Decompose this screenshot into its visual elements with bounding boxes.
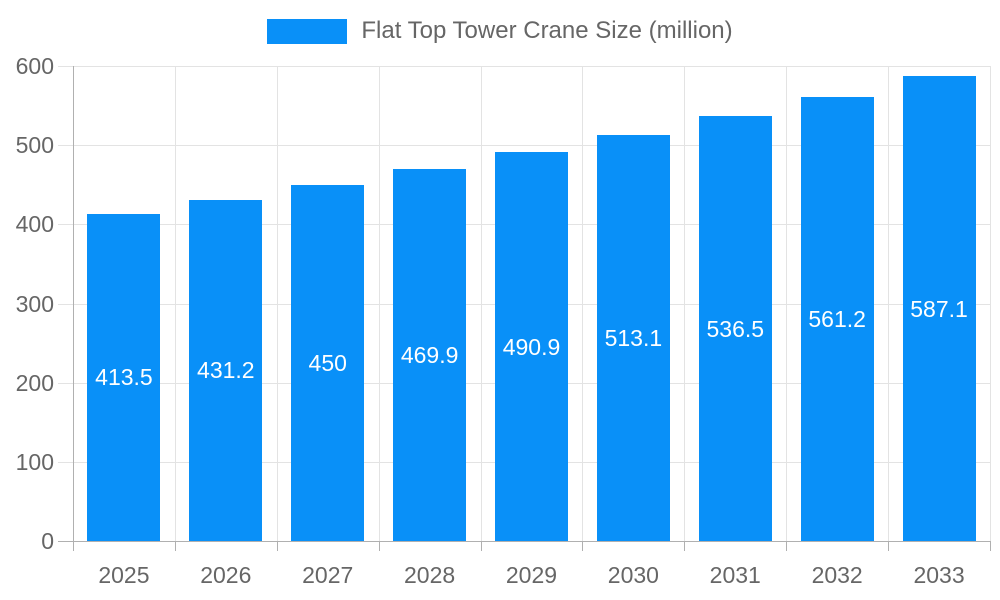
gridline-vertical [684, 66, 686, 541]
x-axis-tick [378, 541, 380, 551]
legend-label: Flat Top Tower Crane Size (million) [361, 17, 733, 44]
x-axis-tick [276, 541, 278, 551]
gridline-vertical [786, 66, 788, 541]
x-axis-line [58, 541, 990, 542]
x-axis-tick [684, 541, 686, 551]
gridline-vertical [888, 66, 890, 541]
x-axis-tick [786, 541, 788, 551]
x-axis-tick-label: 2030 [607, 562, 659, 588]
bar[interactable] [393, 168, 467, 541]
x-axis-tick-label: 2027 [302, 562, 354, 588]
x-axis-tick [888, 541, 890, 551]
legend-item[interactable]: Flat Top Tower Crane Size (million) [0, 17, 1000, 45]
gridline-vertical [480, 66, 482, 541]
x-axis-tick-label: 2029 [505, 562, 558, 588]
bar[interactable] [800, 96, 874, 541]
gridline-horizontal [58, 145, 990, 147]
gridline-vertical [174, 66, 176, 541]
gridline-vertical [378, 66, 380, 541]
y-axis-tick-label: 600 [15, 53, 54, 79]
x-axis-tick [480, 541, 482, 551]
gridline-horizontal [58, 66, 990, 67]
bar[interactable] [87, 213, 161, 541]
x-axis-tick-label: 2028 [404, 562, 456, 588]
x-axis-tick [582, 541, 584, 551]
bar[interactable] [902, 76, 976, 541]
bar[interactable] [495, 152, 568, 541]
x-axis-tick [990, 541, 991, 551]
x-axis-tick-label: 2026 [200, 562, 252, 588]
bar[interactable] [698, 116, 772, 541]
x-axis-tick [174, 541, 176, 551]
bar[interactable] [291, 184, 365, 541]
gridline-vertical [276, 66, 278, 541]
y-axis-tick-label: 400 [15, 211, 54, 238]
y-axis-tick-label: 100 [15, 448, 54, 475]
y-axis-tick-label: 0 [41, 528, 54, 554]
x-axis-tick-label: 2025 [98, 562, 150, 588]
bar[interactable] [596, 134, 670, 541]
y-axis-tick-label: 500 [15, 132, 54, 159]
bar[interactable] [189, 199, 263, 541]
x-axis-tick-label: 2032 [811, 562, 863, 588]
gridline-vertical [582, 66, 584, 541]
y-axis-line [73, 66, 74, 551]
y-axis-tick-label: 300 [15, 290, 54, 317]
y-axis-tick-label: 200 [15, 369, 54, 396]
gridline-vertical [990, 66, 991, 541]
x-axis-tick-label: 2033 [913, 562, 965, 588]
x-axis-tick-label: 2031 [709, 562, 761, 588]
legend-swatch [267, 18, 348, 44]
